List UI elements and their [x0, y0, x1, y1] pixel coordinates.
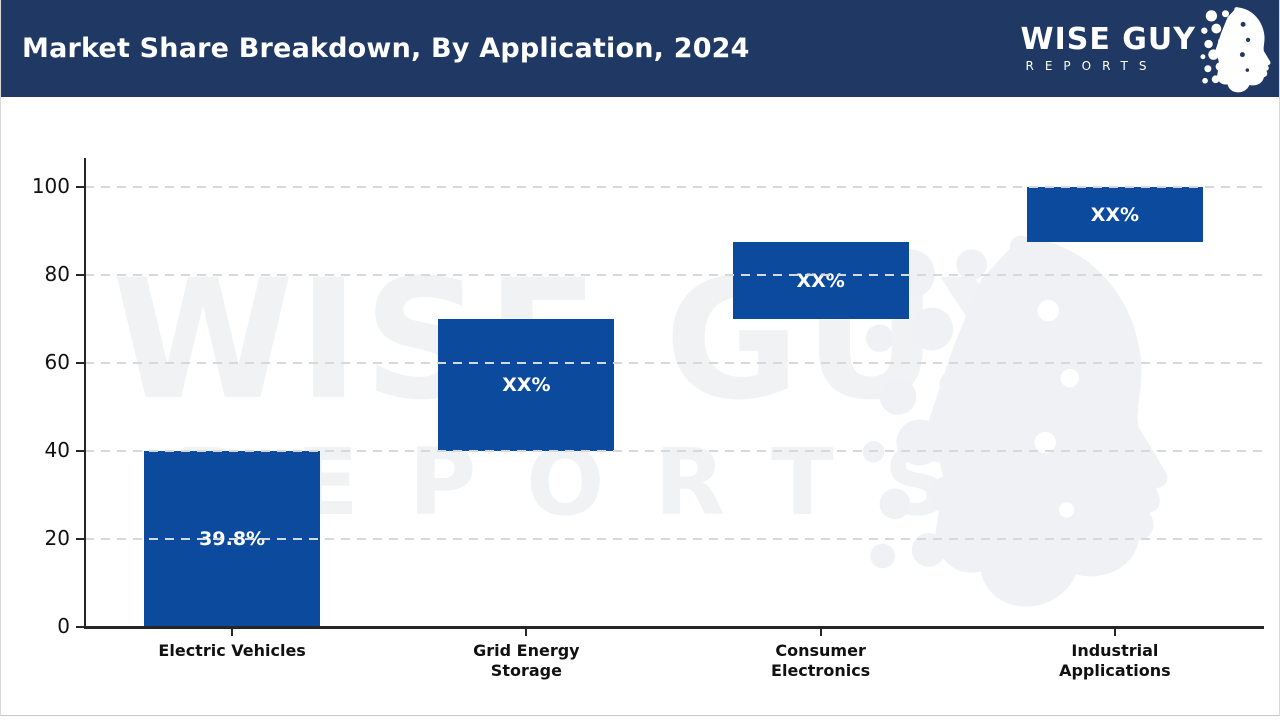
- category-label: Industrial Applications: [1059, 641, 1171, 680]
- grid-line: [85, 186, 1262, 188]
- grid-line: [85, 450, 1262, 452]
- bar: XX%: [438, 319, 615, 451]
- x-axis-tick: [1113, 629, 1116, 636]
- category-label: Consumer Electronics: [771, 641, 871, 680]
- x-axis-tick: [231, 629, 234, 636]
- grid-line: [85, 274, 1262, 276]
- header-bar: Market Share Breakdown, By Application, …: [0, 0, 1280, 97]
- category-label: Grid Energy Storage: [473, 641, 580, 680]
- brand-name: WISE GUY: [1020, 21, 1196, 57]
- bar-value-label: XX%: [1090, 203, 1140, 226]
- y-tick-label: 60: [44, 350, 70, 374]
- brand-logo-text: WISE GUY REPORTS: [1020, 21, 1196, 73]
- grid-line: [85, 362, 1262, 364]
- brand-subtitle: REPORTS: [1025, 58, 1158, 73]
- y-axis-line: [84, 158, 86, 628]
- brand-logo: WISE GUY REPORTS: [1020, 0, 1272, 97]
- x-axis-line: [84, 626, 1264, 629]
- y-tick-label: 20: [44, 526, 70, 550]
- y-axis-tick: [76, 274, 85, 276]
- y-tick-label: 40: [44, 438, 70, 462]
- y-axis-tick: [76, 362, 85, 364]
- bar-value-label: XX%: [502, 374, 551, 396]
- page-title: Market Share Breakdown, By Application, …: [22, 33, 750, 64]
- y-axis-tick: [76, 186, 85, 188]
- y-axis-tick: [76, 538, 85, 540]
- x-axis-tick: [819, 629, 822, 636]
- y-tick-label: 80: [44, 262, 70, 286]
- y-tick-label: 100: [31, 174, 70, 198]
- bar: XX%: [732, 242, 909, 319]
- bar: XX%: [1026, 187, 1203, 242]
- x-axis-tick: [525, 629, 528, 636]
- grid-line: [85, 538, 1262, 540]
- brand-head-icon: [1198, 3, 1272, 95]
- y-axis-tick: [76, 626, 85, 628]
- y-tick-label: 0: [57, 614, 70, 638]
- y-axis-tick: [76, 450, 85, 452]
- category-label: Electric Vehicles: [158, 641, 306, 660]
- bar-value-label: XX%: [796, 269, 845, 292]
